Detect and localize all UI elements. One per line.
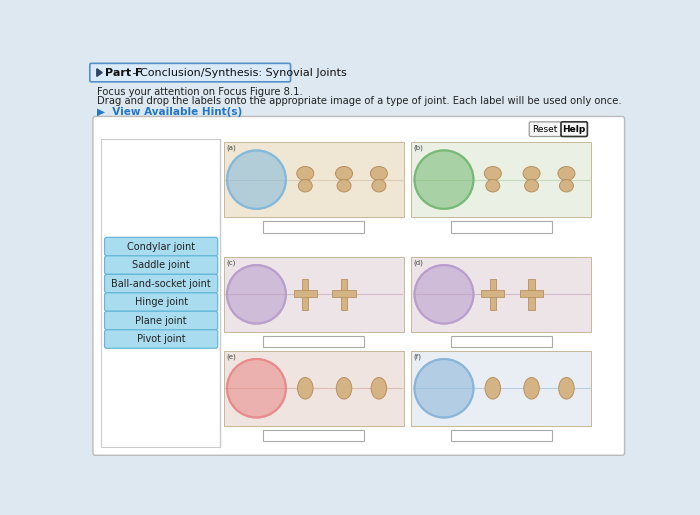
Bar <box>520 290 543 298</box>
Circle shape <box>414 150 473 209</box>
Ellipse shape <box>524 180 538 192</box>
FancyBboxPatch shape <box>529 122 561 136</box>
Ellipse shape <box>558 166 575 180</box>
Text: (f): (f) <box>414 354 422 360</box>
Ellipse shape <box>484 166 501 180</box>
Ellipse shape <box>485 377 500 399</box>
Circle shape <box>414 265 473 323</box>
Text: - Conclusion/Synthesis: Synovial Joints: - Conclusion/Synthesis: Synovial Joints <box>129 67 346 78</box>
Bar <box>528 279 535 310</box>
Bar <box>224 351 404 426</box>
Text: Part F: Part F <box>105 67 143 78</box>
Ellipse shape <box>335 166 353 180</box>
Ellipse shape <box>336 377 352 399</box>
Bar <box>332 290 356 298</box>
Bar <box>481 290 505 298</box>
Polygon shape <box>97 68 102 76</box>
FancyBboxPatch shape <box>104 256 218 274</box>
Bar <box>263 221 364 233</box>
Text: Pivot joint: Pivot joint <box>136 334 186 344</box>
Bar <box>263 336 364 348</box>
Text: Reset: Reset <box>533 125 558 134</box>
Bar <box>341 279 347 310</box>
Ellipse shape <box>298 377 313 399</box>
FancyBboxPatch shape <box>104 237 218 256</box>
Text: (d): (d) <box>414 260 424 266</box>
Ellipse shape <box>524 377 539 399</box>
FancyBboxPatch shape <box>104 293 218 311</box>
Ellipse shape <box>559 180 573 192</box>
Bar <box>102 139 220 447</box>
Text: Help: Help <box>563 125 586 134</box>
Circle shape <box>414 359 473 418</box>
FancyBboxPatch shape <box>90 63 290 82</box>
FancyBboxPatch shape <box>104 311 218 330</box>
Text: Plane joint: Plane joint <box>135 316 187 325</box>
Ellipse shape <box>523 166 540 180</box>
Ellipse shape <box>297 166 314 180</box>
Bar <box>451 336 552 348</box>
FancyBboxPatch shape <box>93 116 624 455</box>
Bar <box>294 290 317 298</box>
Bar <box>224 142 404 217</box>
Bar <box>302 279 309 310</box>
FancyBboxPatch shape <box>104 274 218 293</box>
Bar <box>412 142 592 217</box>
Ellipse shape <box>298 180 312 192</box>
Bar <box>451 221 552 233</box>
Text: (b): (b) <box>414 145 424 151</box>
Text: Ball-and-socket joint: Ball-and-socket joint <box>111 279 211 288</box>
FancyBboxPatch shape <box>104 330 218 348</box>
Bar <box>412 351 592 426</box>
Ellipse shape <box>486 180 500 192</box>
Text: ▶  View Available Hint(s): ▶ View Available Hint(s) <box>97 107 242 117</box>
Text: Drag and drop the labels onto the appropriate image of a type of joint. Each lab: Drag and drop the labels onto the approp… <box>97 96 622 106</box>
Circle shape <box>227 265 286 323</box>
Text: Saddle joint: Saddle joint <box>132 260 190 270</box>
Text: (e): (e) <box>226 354 236 360</box>
Circle shape <box>227 359 286 418</box>
FancyBboxPatch shape <box>561 122 587 136</box>
Ellipse shape <box>559 377 574 399</box>
Ellipse shape <box>371 377 386 399</box>
Bar <box>224 256 404 332</box>
Bar <box>263 430 364 441</box>
Text: Hinge joint: Hinge joint <box>134 297 188 307</box>
Text: Focus your attention on Focus Figure 8.1.: Focus your attention on Focus Figure 8.1… <box>97 87 302 97</box>
Ellipse shape <box>372 180 386 192</box>
Circle shape <box>227 150 286 209</box>
Text: Condylar joint: Condylar joint <box>127 242 195 252</box>
Text: (a): (a) <box>226 145 236 151</box>
Bar <box>451 430 552 441</box>
Bar <box>490 279 496 310</box>
Bar <box>412 256 592 332</box>
Text: (c): (c) <box>226 260 236 266</box>
Ellipse shape <box>370 166 387 180</box>
Ellipse shape <box>337 180 351 192</box>
